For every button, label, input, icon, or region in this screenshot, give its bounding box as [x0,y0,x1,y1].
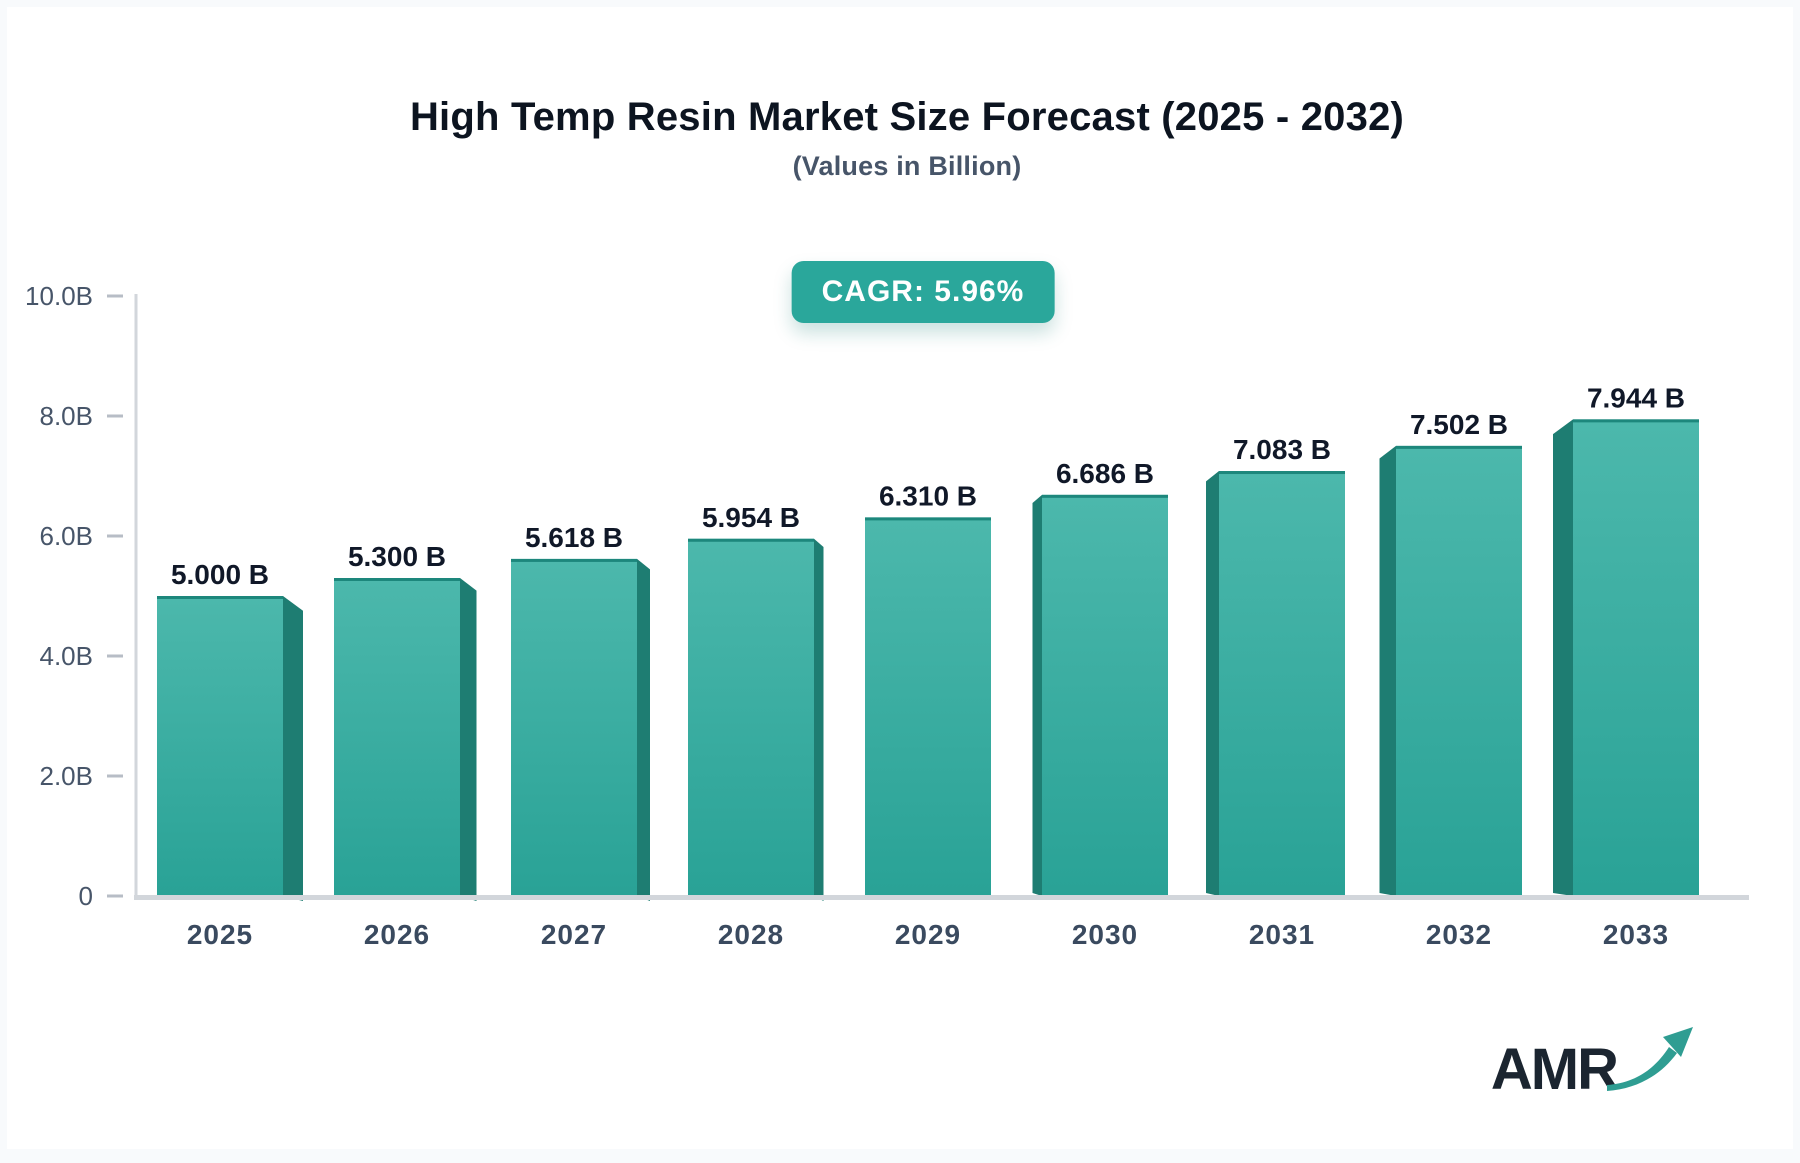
bar [1042,494,1168,896]
x-tick-label: 2033 [1603,919,1669,950]
bar-side-face [814,538,824,901]
bar-side-face [637,558,650,901]
bar-top-edge [1573,419,1699,423]
bar-chart: 5.000 B 5.300 B 5.618 B 5.954 B 6.310 B 6.686… [25,281,1749,950]
bar [1396,445,1522,896]
x-tick-label: 2026 [364,919,430,950]
bar-top-edge [334,578,460,581]
page-title: High Temp Resin Market Size Forecast (20… [409,95,1405,139]
page-subtitle: (Values in Billion) [792,151,1022,181]
y-tick-label: 8.0B [40,401,94,431]
y-axis-group: 0 2.0B 4.0B 6.0B 8.0B 10.0B [25,281,123,911]
bar-value-label: 6.310 B [879,480,977,511]
bar-value-label: 5.618 B [525,522,623,553]
amr-logo-text: AMR [1490,1037,1619,1102]
bar-side-face [1379,445,1396,896]
bar-side-face [1206,471,1219,896]
x-axis-labels-group: 2025 2026 2027 2028 2029 2030 2031 2032 2033 [187,919,1669,950]
bar-value-label: 7.502 B [1410,409,1508,440]
bar-side-face [1553,419,1573,896]
bar-value-label: 5.000 B [171,559,269,590]
x-tick-label: 2031 [1249,919,1315,950]
bar-top-edge [1219,471,1345,475]
x-tick-label: 2027 [541,919,607,950]
bar-top-edge [157,596,283,599]
bar-top-edge [865,517,991,521]
bar [865,517,991,896]
bar [1573,419,1699,896]
x-tick-label: 2030 [1072,919,1138,950]
x-axis-line [134,895,1749,900]
bar-top-edge [688,538,814,542]
bar-top-edge [1042,494,1168,498]
y-tick-label: 10.0B [25,281,93,311]
bar [511,558,637,896]
bar [157,596,283,896]
bar-value-label: 7.944 B [1587,382,1685,413]
bars-group: 5.000 B 5.300 B 5.618 B 5.954 B 6.310 B 6.686… [157,382,1699,901]
bar [1219,471,1345,896]
x-tick-label: 2025 [187,919,253,950]
bar-side-face [460,578,477,901]
bar-top-edge [1396,445,1522,449]
bar-side-face [283,596,303,901]
bar-side-face [1032,494,1042,896]
bar-top-edge [511,558,637,562]
x-tick-label: 2028 [718,919,784,950]
amr-logo: AMR [1490,1027,1697,1102]
y-tick-label: 2.0B [40,761,94,791]
bar-value-label: 5.954 B [702,502,800,533]
growth-arrow-icon [1607,1027,1693,1091]
y-tick-label: 4.0B [40,641,94,671]
bar-value-label: 6.686 B [1056,458,1154,489]
y-tick-label: 0 [79,881,93,911]
bar-value-label: 5.300 B [348,541,446,572]
axes-group [134,294,1749,900]
x-tick-label: 2029 [895,919,961,950]
y-tick-label: 6.0B [40,521,94,551]
x-tick-label: 2032 [1426,919,1492,950]
bar [334,578,460,896]
bar-value-label: 7.083 B [1233,434,1331,465]
cagr-badge: CAGR: 5.96% [791,261,1055,323]
bar [688,538,814,896]
